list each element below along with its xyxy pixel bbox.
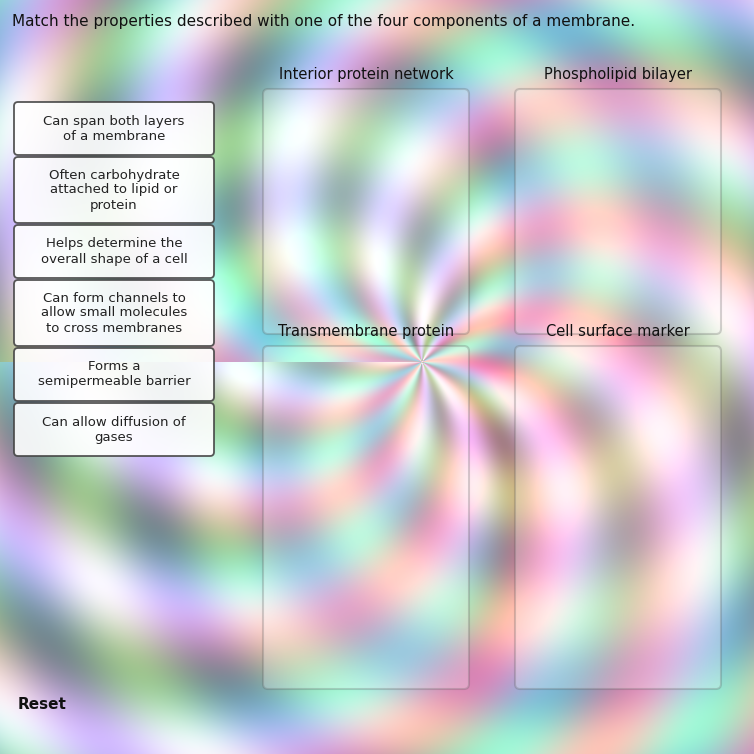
Text: Can allow diffusion of
gases: Can allow diffusion of gases [42,415,185,443]
Text: Can span both layers
of a membrane: Can span both layers of a membrane [43,115,185,143]
Text: Reset: Reset [18,697,67,712]
Text: Cell surface marker: Cell surface marker [546,324,690,339]
FancyBboxPatch shape [14,225,214,278]
Text: Often carbohydrate
attached to lipid or
protein: Often carbohydrate attached to lipid or … [48,168,179,212]
FancyBboxPatch shape [515,89,721,334]
FancyBboxPatch shape [14,403,214,456]
Text: Match the properties described with one of the four components of a membrane.: Match the properties described with one … [12,14,635,29]
FancyBboxPatch shape [14,157,214,223]
FancyBboxPatch shape [263,89,469,334]
Text: Phospholipid bilayer: Phospholipid bilayer [544,67,692,82]
Text: Forms a
semipermeable barrier: Forms a semipermeable barrier [38,360,190,388]
Text: Transmembrane protein: Transmembrane protein [278,324,454,339]
Text: Helps determine the
overall shape of a cell: Helps determine the overall shape of a c… [41,238,188,265]
Text: Can form channels to
allow small molecules
to cross membranes: Can form channels to allow small molecul… [41,292,187,335]
FancyBboxPatch shape [515,346,721,689]
Text: Interior protein network: Interior protein network [279,67,453,82]
FancyBboxPatch shape [14,348,214,401]
FancyBboxPatch shape [14,102,214,155]
FancyBboxPatch shape [14,280,214,346]
FancyBboxPatch shape [263,346,469,689]
